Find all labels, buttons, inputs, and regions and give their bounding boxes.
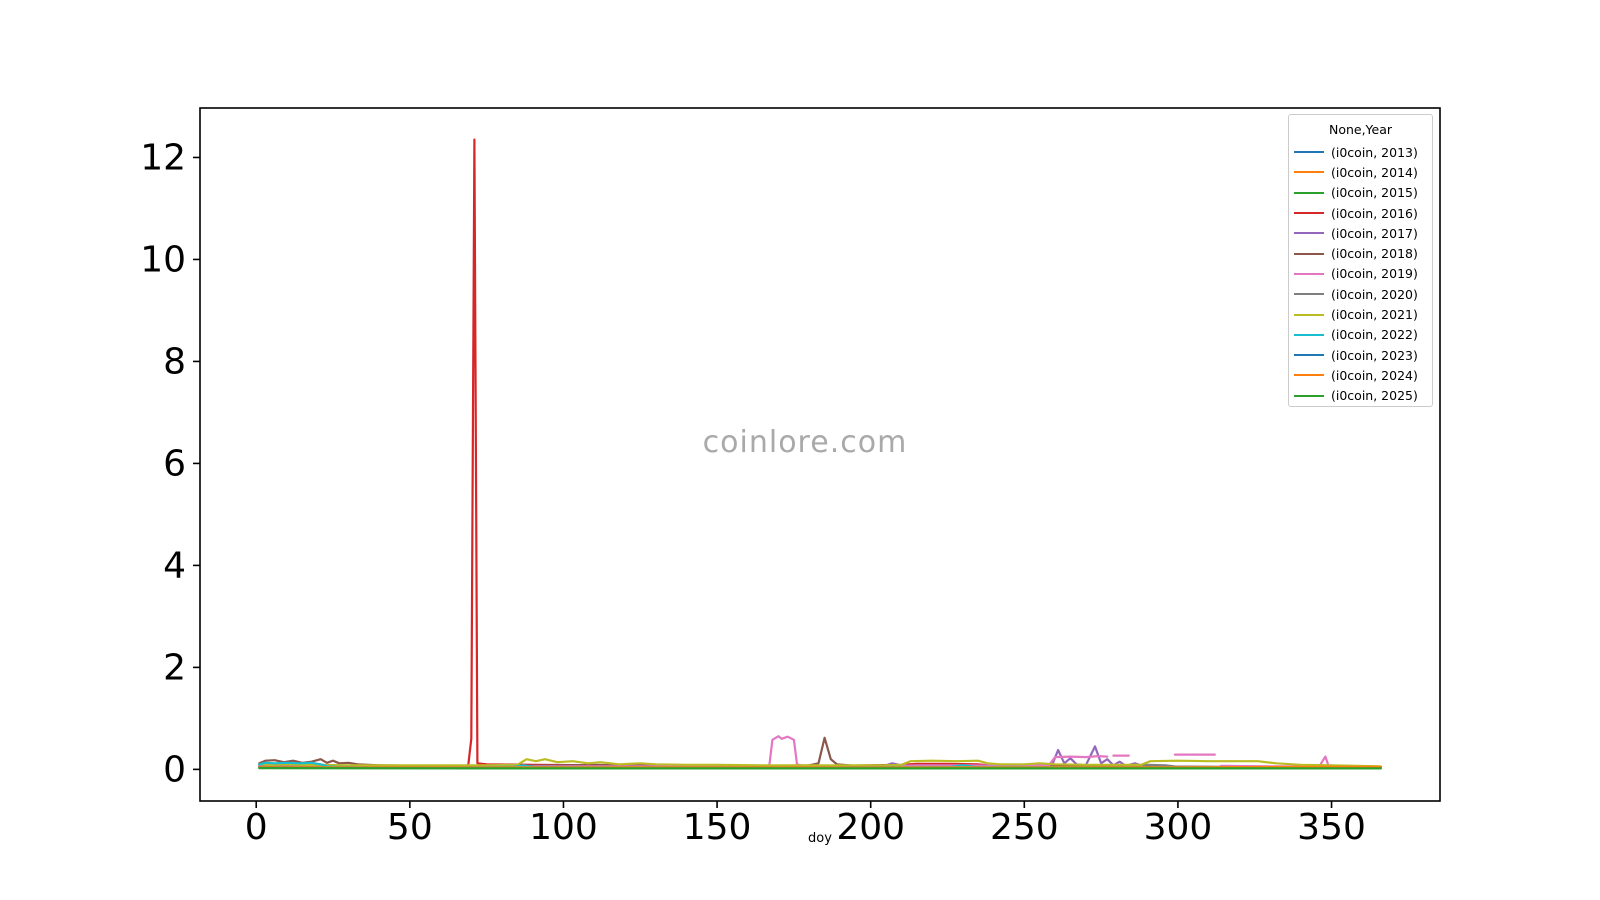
legend-item-label: (i0coin, 2020) (1331, 286, 1418, 302)
legend-item-label: (i0coin, 2019) (1331, 266, 1418, 282)
y-axis-tick-label: 6 (163, 443, 186, 484)
legend-item-2024: (i0coin, 2024) (1289, 365, 1432, 385)
x-axis-tick-label: 100 (529, 807, 598, 848)
legend-item-2016: (i0coin, 2016) (1289, 203, 1432, 223)
series-line-2021 (258, 758, 1382, 768)
legend-swatch-2015 (1294, 191, 1324, 194)
y-axis-tick-label: 8 (163, 341, 186, 382)
legend-item-2017: (i0coin, 2017) (1289, 223, 1432, 243)
legend-item-label: (i0coin, 2015) (1331, 185, 1418, 201)
legend-swatch-2013 (1294, 151, 1324, 154)
legend-item-label: (i0coin, 2021) (1331, 307, 1418, 323)
legend-swatch-2022 (1294, 333, 1324, 336)
x-axis-label: doy (808, 831, 832, 846)
legend-item-label: (i0coin, 2016) (1331, 205, 1418, 221)
legend-swatch-2020 (1294, 293, 1324, 296)
legend-item-2019: (i0coin, 2019) (1289, 264, 1432, 284)
legend-item-label: (i0coin, 2022) (1331, 327, 1418, 343)
legend-item-2025: (i0coin, 2025) (1289, 386, 1432, 406)
legend-swatch-2018 (1294, 252, 1324, 255)
x-axis-tick-label: 50 (387, 807, 433, 848)
legend-swatch-2019 (1294, 272, 1324, 275)
plot-frame (199, 107, 1441, 802)
legend: None,Year (i0coin, 2013) (i0coin, 2014) (i… (1288, 114, 1433, 407)
y-axis-tick-label: 2 (163, 647, 186, 688)
legend-item-2022: (i0coin, 2022) (1289, 325, 1432, 345)
legend-item-label: (i0coin, 2013) (1331, 144, 1418, 160)
legend-item-label: (i0coin, 2023) (1331, 347, 1418, 363)
y-axis-tick-label: 10 (140, 239, 186, 280)
legend-item-label: (i0coin, 2024) (1331, 367, 1418, 383)
x-axis-tick-label: 300 (1144, 807, 1213, 848)
legend-swatch-2025 (1294, 394, 1324, 397)
legend-item-label: (i0coin, 2014) (1331, 164, 1418, 180)
y-axis-tick-label: 12 (140, 137, 186, 178)
legend-item-2015: (i0coin, 2015) (1289, 183, 1432, 203)
legend-item-2023: (i0coin, 2023) (1289, 345, 1432, 365)
legend-item-label: (i0coin, 2017) (1331, 225, 1418, 241)
legend-swatch-2014 (1294, 171, 1324, 174)
legend-item-2020: (i0coin, 2020) (1289, 284, 1432, 304)
legend-swatch-2024 (1294, 374, 1324, 377)
legend-item-2014: (i0coin, 2014) (1289, 162, 1432, 182)
y-axis-tick-label: 0 (163, 749, 186, 790)
legend-item-label: (i0coin, 2025) (1331, 388, 1418, 404)
x-axis-tick-label: 200 (836, 807, 905, 848)
legend-swatch-2023 (1294, 354, 1324, 357)
legend-item-2021: (i0coin, 2021) (1289, 304, 1432, 324)
legend-title: None,Year (1328, 122, 1393, 137)
legend-items: (i0coin, 2013) (i0coin, 2014) (i0coin, 201… (1289, 142, 1432, 406)
x-axis-tick-label: 150 (683, 807, 752, 848)
x-axis-tick-label: 350 (1297, 807, 1366, 848)
legend-swatch-2016 (1294, 212, 1324, 215)
watermark: coinlore.com (702, 425, 908, 460)
legend-swatch-2021 (1294, 313, 1324, 316)
legend-item-2018: (i0coin, 2018) (1289, 243, 1432, 263)
series-line-2018 (258, 736, 1382, 768)
legend-item-2013: (i0coin, 2013) (1289, 142, 1432, 162)
legend-swatch-2017 (1294, 232, 1324, 235)
legend-item-label: (i0coin, 2018) (1331, 246, 1418, 262)
x-axis-tick-label: 250 (990, 807, 1059, 848)
x-axis-tick-label: 0 (245, 807, 268, 848)
y-axis-tick-label: 4 (163, 545, 186, 586)
